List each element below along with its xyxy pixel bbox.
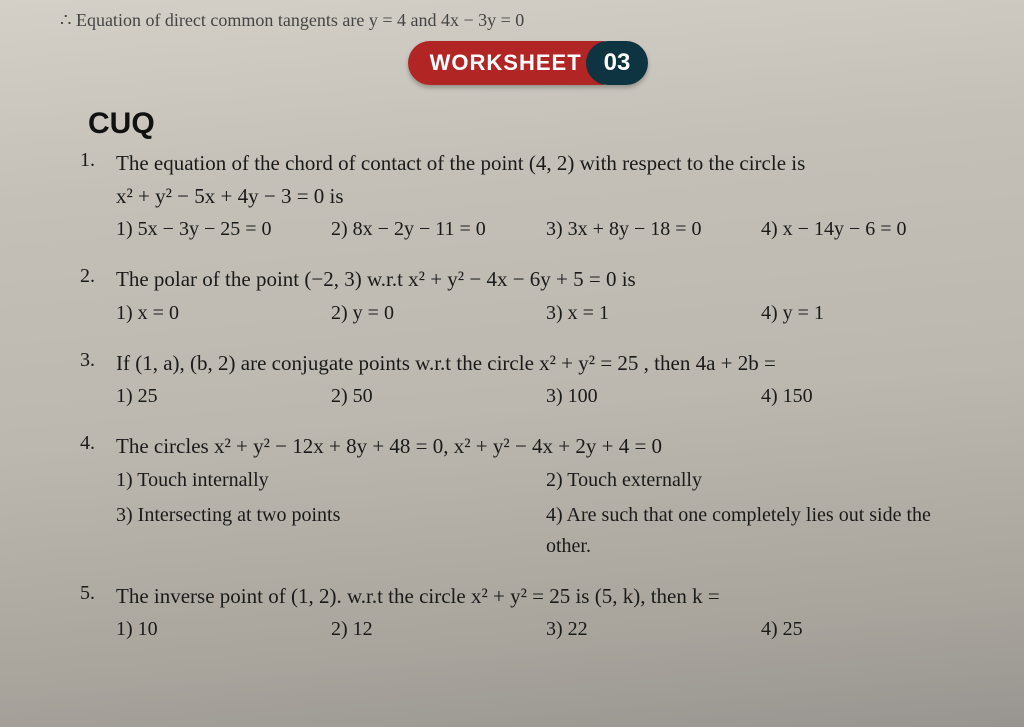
question: 1.The equation of the chord of contact o… <box>80 147 976 259</box>
question: 3.If (1, a), (b, 2) are conjugate points… <box>80 347 976 427</box>
options-row: 1) 5x − 3y − 25 = 02) 8x − 2y − 11 = 03)… <box>116 214 976 249</box>
option: 2) 8x − 2y − 11 = 0 <box>331 214 546 245</box>
question-line: The equation of the chord of contact of … <box>116 147 976 180</box>
question-body: The polar of the point (−2, 3) w.r.t x² … <box>116 263 976 343</box>
question-body: The equation of the chord of contact of … <box>116 147 976 259</box>
partial-top-line: ∴ Equation of direct common tangents are… <box>60 10 976 31</box>
option: 4) y = 1 <box>761 298 976 329</box>
question-line: If (1, a), (b, 2) are conjugate points w… <box>116 347 976 380</box>
question-number: 4. <box>80 432 116 455</box>
question-body: The circles x² + y² − 12x + 8y + 48 = 0,… <box>116 430 976 576</box>
option: 4) 25 <box>761 614 976 645</box>
header-right-number: 03 <box>586 41 649 85</box>
options-row: 1) x = 02) y = 03) x = 14) y = 1 <box>116 298 976 333</box>
options-row: 1) Touch internally2) Touch externally3)… <box>116 465 976 566</box>
question-line: x² + y² − 5x + 4y − 3 = 0 is <box>116 180 976 213</box>
option: 4) Are such that one completely lies out… <box>546 500 976 562</box>
option: 1) 25 <box>116 381 331 412</box>
option: 4) x − 14y − 6 = 0 <box>761 214 976 245</box>
header-left-label: WORKSHEET <box>408 41 604 85</box>
question-number: 1. <box>80 149 116 172</box>
question: 4.The circles x² + y² − 12x + 8y + 48 = … <box>80 430 976 576</box>
option: 2) y = 0 <box>331 298 546 329</box>
option: 1) 5x − 3y − 25 = 0 <box>116 214 331 245</box>
question: 2.The polar of the point (−2, 3) w.r.t x… <box>80 263 976 343</box>
option: 4) 150 <box>761 381 976 412</box>
question-number: 2. <box>80 265 116 288</box>
question-body: The inverse point of (1, 2). w.r.t the c… <box>116 580 976 660</box>
question-body: If (1, a), (b, 2) are conjugate points w… <box>116 347 976 427</box>
option: 1) x = 0 <box>116 298 331 329</box>
option: 2) Touch externally <box>546 465 976 496</box>
question: 5.The inverse point of (1, 2). w.r.t the… <box>80 580 976 660</box>
question-line: The circles x² + y² − 12x + 8y + 48 = 0,… <box>116 430 976 463</box>
section-heading: CUQ <box>88 107 976 141</box>
worksheet-page: ∴ Equation of direct common tangents are… <box>0 0 1024 727</box>
option: 1) Touch internally <box>116 465 546 496</box>
option: 3) Intersecting at two points <box>116 500 546 562</box>
worksheet-header: WORKSHEET 03 <box>80 41 976 85</box>
option: 3) x = 1 <box>546 298 761 329</box>
question-number: 5. <box>80 582 116 605</box>
question-line: The polar of the point (−2, 3) w.r.t x² … <box>116 263 976 296</box>
question-number: 3. <box>80 349 116 372</box>
option: 1) 10 <box>116 614 331 645</box>
options-row: 1) 252) 503) 1004) 150 <box>116 381 976 416</box>
questions-container: 1.The equation of the chord of contact o… <box>80 147 976 659</box>
header-pill: WORKSHEET 03 <box>408 41 649 85</box>
option: 3) 22 <box>546 614 761 645</box>
question-line: The inverse point of (1, 2). w.r.t the c… <box>116 580 976 613</box>
options-row: 1) 102) 123) 224) 25 <box>116 614 976 649</box>
option: 2) 12 <box>331 614 546 645</box>
option: 2) 50 <box>331 381 546 412</box>
option: 3) 3x + 8y − 18 = 0 <box>546 214 761 245</box>
option: 3) 100 <box>546 381 761 412</box>
